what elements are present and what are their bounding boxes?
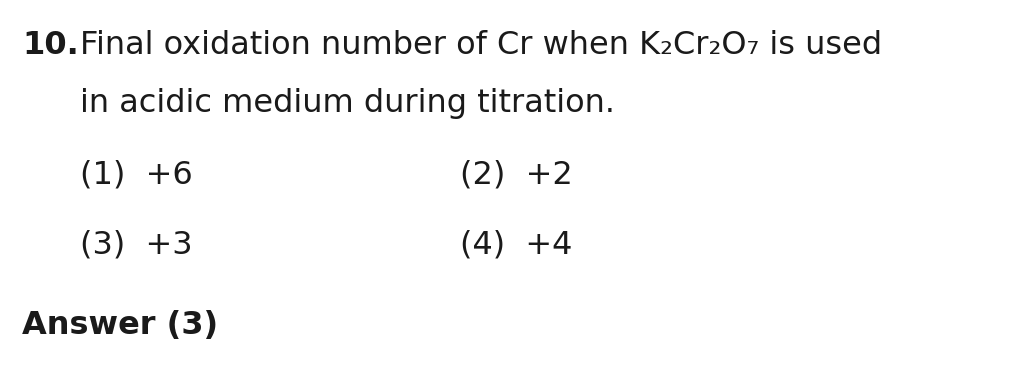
Text: Final oxidation number of Cr when K₂Cr₂O₇ is used: Final oxidation number of Cr when K₂Cr₂O… [80, 30, 882, 61]
Text: (4)  +4: (4) +4 [460, 230, 572, 261]
Text: (3)  +3: (3) +3 [80, 230, 193, 261]
Text: Answer (3): Answer (3) [22, 310, 218, 341]
Text: 10.: 10. [22, 30, 79, 61]
Text: (1)  +6: (1) +6 [80, 160, 193, 191]
Text: in acidic medium during titration.: in acidic medium during titration. [80, 88, 615, 119]
Text: (2)  +2: (2) +2 [460, 160, 572, 191]
